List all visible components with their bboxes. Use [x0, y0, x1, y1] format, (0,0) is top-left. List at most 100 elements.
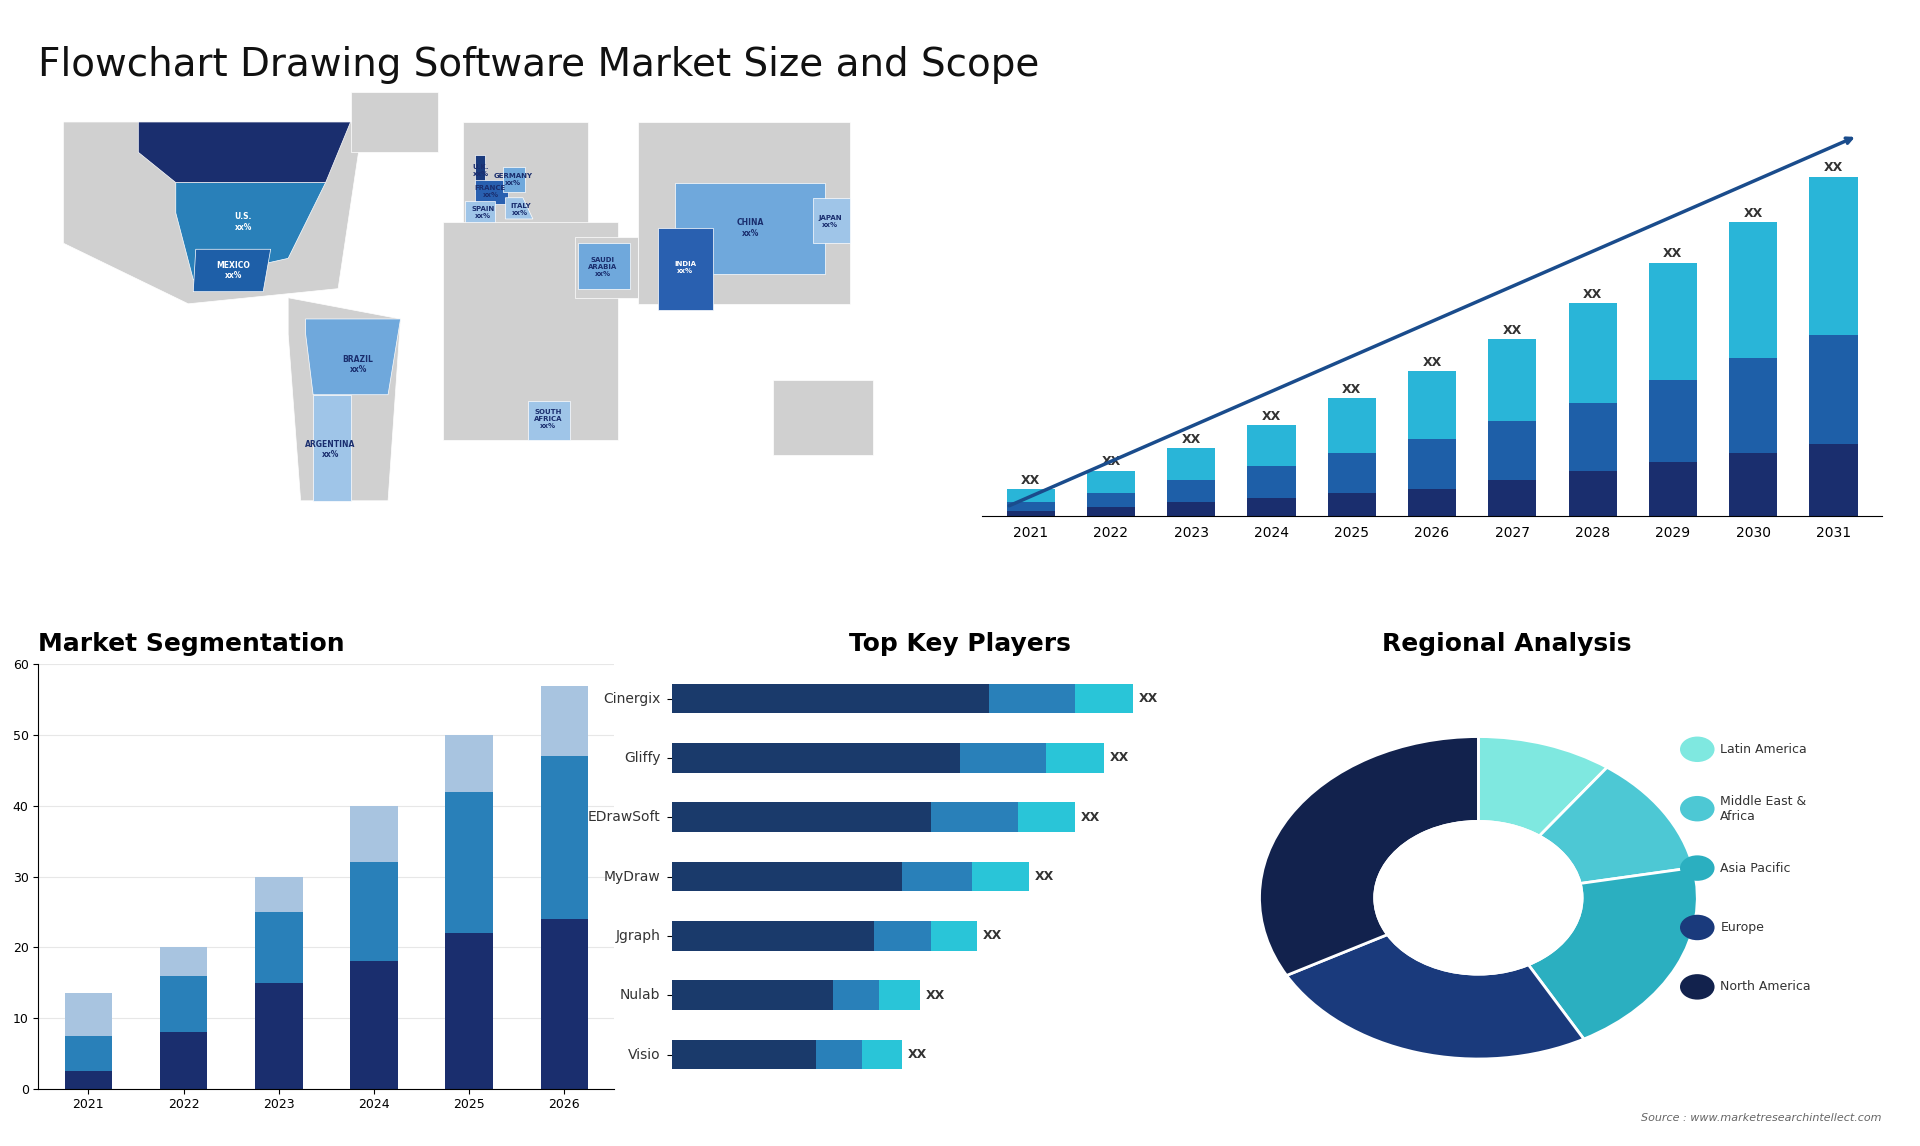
- Text: XX: XX: [925, 989, 945, 1002]
- Text: XX: XX: [1503, 324, 1523, 337]
- Bar: [1006, 502, 1054, 511]
- Text: EDrawSoft: EDrawSoft: [588, 810, 660, 824]
- Bar: [874, 921, 931, 951]
- Bar: [159, 1033, 207, 1089]
- Bar: [672, 743, 960, 772]
- Bar: [1488, 339, 1536, 421]
- Text: XX: XX: [1663, 248, 1682, 260]
- Wedge shape: [1540, 768, 1693, 884]
- Bar: [255, 982, 303, 1089]
- Polygon shape: [772, 379, 872, 455]
- Polygon shape: [505, 198, 534, 219]
- Text: XX: XX: [1035, 870, 1054, 884]
- Text: XX: XX: [1423, 356, 1442, 369]
- Text: SOUTH
AFRICA
xx%: SOUTH AFRICA xx%: [534, 409, 563, 429]
- Polygon shape: [812, 198, 851, 243]
- Text: SAUDI
ARABIA
xx%: SAUDI ARABIA xx%: [588, 258, 618, 277]
- Circle shape: [1375, 822, 1582, 974]
- Bar: [1407, 371, 1455, 439]
- Bar: [1569, 402, 1617, 471]
- Text: BRAZIL
xx%: BRAZIL xx%: [342, 355, 374, 374]
- Bar: [255, 912, 303, 982]
- Text: XX: XX: [1021, 473, 1041, 487]
- Polygon shape: [63, 121, 363, 304]
- Text: MEXICO
xx%: MEXICO xx%: [217, 261, 250, 280]
- Polygon shape: [576, 237, 637, 298]
- Text: Flowchart Drawing Software Market Size and Scope: Flowchart Drawing Software Market Size a…: [38, 46, 1041, 84]
- Polygon shape: [313, 394, 351, 501]
- Bar: [65, 1072, 111, 1089]
- Text: U.S.
xx%: U.S. xx%: [234, 212, 252, 231]
- Bar: [672, 862, 902, 892]
- Text: XX: XX: [983, 929, 1002, 942]
- Title: Regional Analysis: Regional Analysis: [1382, 631, 1632, 656]
- Bar: [159, 948, 207, 975]
- Text: North America: North America: [1720, 980, 1811, 994]
- Text: Market Segmentation: Market Segmentation: [38, 631, 346, 656]
- Bar: [672, 802, 931, 832]
- Bar: [1006, 511, 1054, 516]
- Text: XX: XX: [1342, 383, 1361, 397]
- Bar: [1488, 421, 1536, 480]
- Polygon shape: [138, 121, 351, 182]
- Bar: [672, 1039, 816, 1069]
- Text: CHINA
xx%: CHINA xx%: [737, 219, 764, 237]
- Text: ARGENTINA
xx%: ARGENTINA xx%: [305, 440, 355, 460]
- Text: INDIA
xx%: INDIA xx%: [674, 261, 697, 274]
- Bar: [1327, 493, 1377, 516]
- Bar: [1809, 176, 1857, 335]
- Bar: [1006, 489, 1054, 502]
- Bar: [349, 863, 397, 961]
- Bar: [1167, 480, 1215, 502]
- Circle shape: [1680, 796, 1715, 822]
- Bar: [816, 1039, 862, 1069]
- Bar: [65, 994, 111, 1036]
- Bar: [1730, 222, 1778, 358]
- Bar: [1730, 453, 1778, 516]
- Bar: [1018, 802, 1075, 832]
- Text: XX: XX: [1824, 162, 1843, 174]
- Text: Nulab: Nulab: [620, 988, 660, 1003]
- Bar: [833, 981, 879, 1010]
- Text: SPAIN
xx%: SPAIN xx%: [470, 206, 495, 219]
- Polygon shape: [177, 182, 326, 280]
- Bar: [1730, 358, 1778, 453]
- Text: XX: XX: [908, 1049, 927, 1061]
- Polygon shape: [194, 250, 271, 292]
- Bar: [445, 735, 493, 792]
- Circle shape: [1680, 737, 1715, 762]
- Bar: [1248, 497, 1296, 516]
- Bar: [1248, 466, 1296, 497]
- Text: FRANCE
xx%: FRANCE xx%: [474, 186, 507, 198]
- Bar: [672, 981, 833, 1010]
- Bar: [989, 684, 1075, 714]
- Bar: [159, 975, 207, 1033]
- Bar: [1488, 480, 1536, 516]
- Bar: [1569, 304, 1617, 402]
- Text: XX: XX: [1743, 206, 1763, 220]
- Polygon shape: [659, 228, 712, 309]
- Text: XX: XX: [1081, 810, 1100, 824]
- Bar: [1407, 439, 1455, 489]
- Polygon shape: [463, 121, 588, 228]
- Circle shape: [1680, 855, 1715, 881]
- Bar: [1087, 471, 1135, 493]
- Bar: [902, 862, 972, 892]
- Text: JAPAN
xx%: JAPAN xx%: [818, 215, 843, 228]
- Bar: [672, 684, 989, 714]
- Bar: [65, 1036, 111, 1072]
- Bar: [1087, 507, 1135, 516]
- Text: Europe: Europe: [1720, 921, 1764, 934]
- Polygon shape: [444, 222, 618, 440]
- Text: XX: XX: [1261, 410, 1281, 423]
- Polygon shape: [503, 167, 526, 191]
- Legend: Type, Application, Geography: Type, Application, Geography: [828, 834, 952, 919]
- Text: MyDraw: MyDraw: [603, 870, 660, 884]
- Bar: [1649, 462, 1697, 516]
- Bar: [1407, 489, 1455, 516]
- Text: XX: XX: [1181, 433, 1200, 446]
- Polygon shape: [351, 92, 438, 152]
- Bar: [931, 802, 1018, 832]
- Text: U.K.
xx%: U.K. xx%: [472, 164, 490, 176]
- Bar: [1167, 502, 1215, 516]
